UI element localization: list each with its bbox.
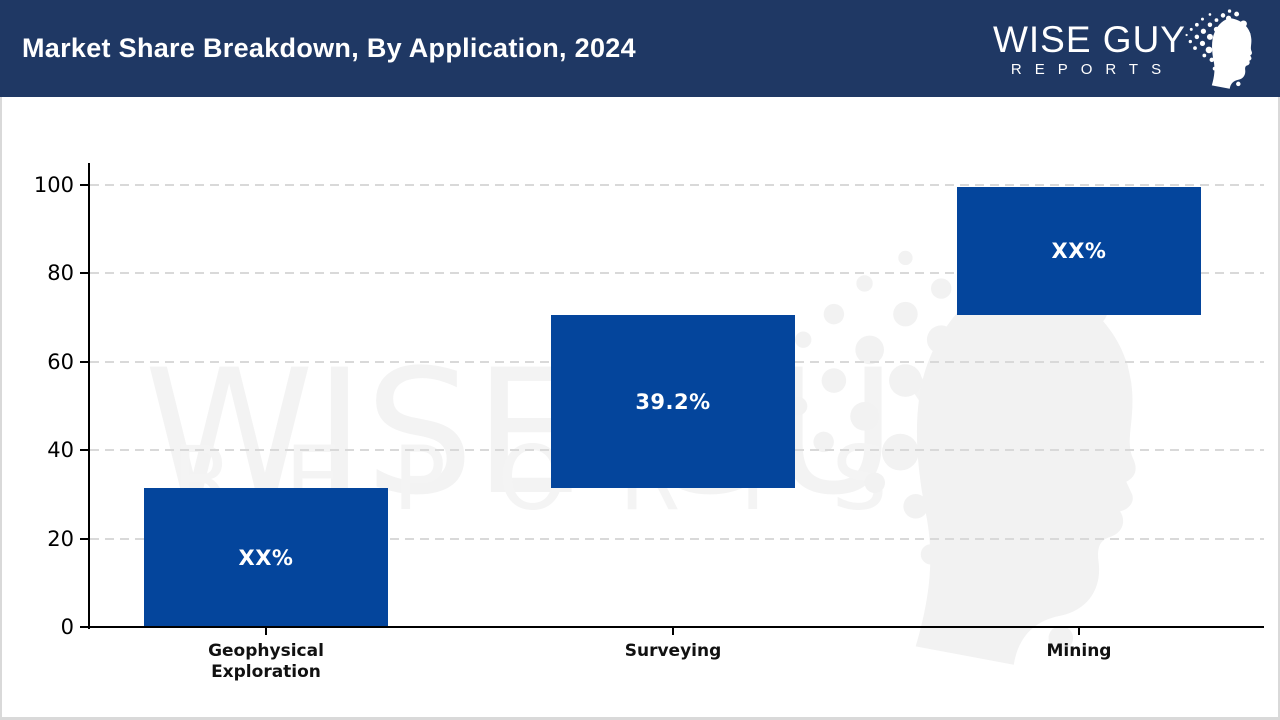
bar-value-label: XX% (1051, 239, 1107, 264)
logo-wordmark: WISE GUY (992, 19, 1186, 60)
y-tick-label: 20 (47, 526, 74, 551)
logo-text: WISE GUY REPORTS (993, 21, 1186, 77)
y-tick-label: 40 (47, 438, 74, 463)
category-label: Surveying (513, 641, 833, 662)
y-tickmark (80, 184, 89, 186)
gridline (90, 537, 1264, 540)
category-label-line: Exploration (211, 662, 321, 682)
brand-logo: WISE GUY REPORTS (993, 6, 1266, 92)
x-tickmark (1078, 627, 1080, 635)
y-tickmark (80, 537, 89, 540)
category-label-line: Surveying (624, 641, 722, 661)
bar: XX% (144, 488, 388, 627)
gridline (90, 184, 1264, 186)
category-label-line: Geophysical (208, 641, 324, 661)
category-label-line: Mining (1046, 641, 1112, 661)
y-tickmark (80, 626, 89, 628)
bar: 39.2% (551, 314, 795, 489)
x-tickmark (265, 627, 267, 635)
plot: 0 20 40 60 80 100 XX% Geophysical Exploration 39.… (2, 97, 1278, 717)
bar-value-label: 39.2% (635, 389, 711, 414)
y-tickmark (80, 449, 89, 452)
y-tickmark (80, 360, 89, 363)
bar-value-label: XX% (238, 545, 294, 570)
y-tickmark (80, 272, 89, 275)
page-title: Market Share Breakdown, By Application, … (22, 33, 636, 63)
chart-area: WISE GUY REPORTS 020406080100XX%Geophysi… (0, 97, 1280, 720)
header: Market Share Breakdown, By Application, … (0, 0, 1280, 97)
category-label: Geophysical Exploration (106, 641, 426, 683)
y-tick-label: 0 (60, 615, 74, 639)
category-label: Mining (919, 641, 1239, 662)
wiseguy-face-icon (1180, 7, 1266, 91)
gridline (90, 272, 1264, 275)
x-tickmark (672, 627, 674, 635)
y-axis-spine (88, 162, 90, 629)
logo-reports-label: REPORTS (1010, 61, 1175, 78)
bar: XX% (957, 187, 1201, 315)
y-tick-label: 60 (47, 349, 74, 374)
x-axis-spine (88, 626, 1264, 628)
y-tick-label: 100 (33, 173, 74, 197)
y-tick-label: 80 (47, 261, 74, 286)
